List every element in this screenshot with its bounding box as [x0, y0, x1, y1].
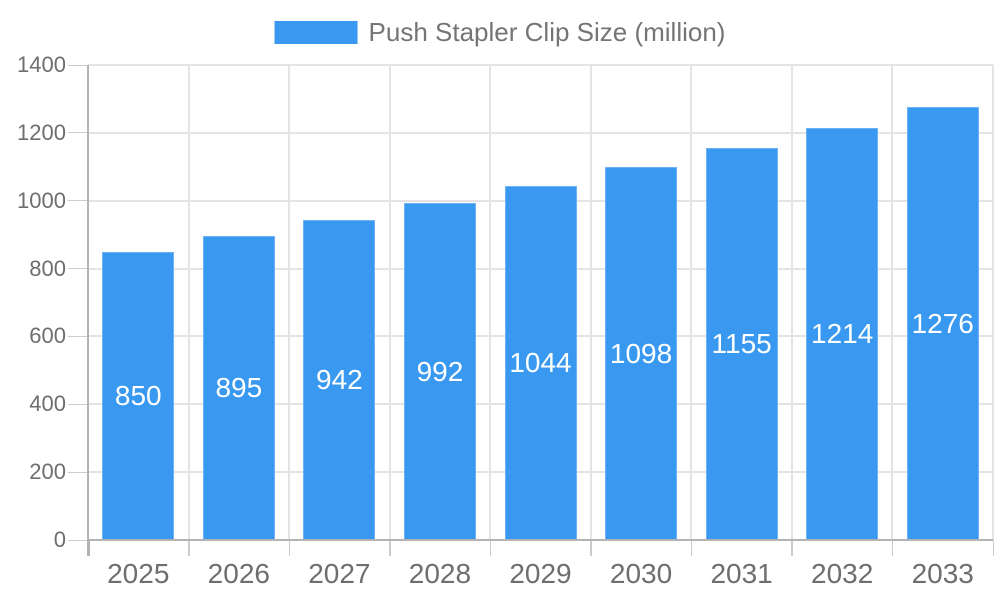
x-axis-tick: [389, 540, 391, 556]
bar[interactable]: 1276: [906, 107, 979, 540]
y-tick-label: 1000: [17, 187, 66, 213]
bar-value-label: 942: [316, 364, 363, 396]
bar-value-label: 1044: [509, 346, 572, 378]
gridline-vertical: [288, 65, 291, 540]
y-tick-label: 600: [29, 323, 66, 349]
y-axis-line: [87, 65, 89, 556]
x-tick-label: 2026: [207, 558, 270, 589]
gridline-vertical: [489, 65, 492, 540]
legend-label: Push Stapler Clip Size (million): [368, 17, 726, 47]
gridline-vertical: [187, 65, 190, 540]
y-tick-label: 0: [53, 527, 66, 552]
x-axis-tick: [188, 540, 190, 556]
x-axis-line: [88, 539, 993, 541]
gridline-vertical: [992, 65, 994, 540]
y-axis-tick: [68, 471, 88, 473]
y-axis-tick: [68, 539, 88, 541]
bar[interactable]: 942: [303, 220, 376, 540]
x-tick-label: 2031: [710, 558, 773, 589]
x-tick-label: 2032: [811, 558, 874, 589]
bar[interactable]: 1214: [806, 128, 879, 540]
x-axis-tick: [590, 540, 592, 556]
bar-value-label: 1155: [711, 328, 772, 360]
gridline-vertical: [690, 65, 693, 540]
gridline-vertical: [891, 65, 894, 540]
bar-value-label: 1098: [609, 337, 673, 369]
y-tick-label: 400: [29, 391, 66, 417]
bar-value-label: 1214: [811, 318, 874, 350]
gridline-horizontal: [88, 64, 993, 66]
x-axis-tick: [992, 540, 994, 556]
bar-value-label: 992: [416, 355, 464, 387]
x-axis-tick: [489, 540, 492, 556]
legend-item[interactable]: Push Stapler Clip Size (million): [274, 17, 726, 47]
x-tick-label: 2030: [609, 558, 673, 589]
bar[interactable]: 992: [403, 203, 476, 540]
y-tick-label: 1200: [17, 119, 66, 145]
x-axis-tick: [791, 540, 793, 556]
y-axis-tick: [68, 64, 88, 66]
x-tick-label: 2027: [308, 558, 371, 589]
bar[interactable]: 1098: [605, 167, 678, 540]
y-tick-label: 1400: [17, 52, 66, 77]
gridline-vertical: [388, 65, 391, 540]
y-axis-tick: [68, 268, 88, 270]
bar[interactable]: 1155: [705, 148, 778, 540]
y-tick-label: 200: [29, 459, 66, 485]
gridline-horizontal: [88, 131, 993, 134]
gridline-vertical: [790, 65, 793, 540]
x-axis-tick: [690, 540, 693, 556]
bar-value-label: 1276: [911, 307, 974, 339]
bar[interactable]: 850: [102, 251, 175, 540]
y-axis-tick: [68, 200, 88, 202]
legend-swatch-icon: [274, 20, 358, 44]
x-tick-label: 2033: [911, 558, 974, 589]
x-tick-label: 2029: [509, 558, 572, 589]
gridline-vertical: [589, 65, 592, 540]
x-tick-label: 2028: [408, 558, 472, 589]
x-tick-label: 2025: [107, 558, 170, 589]
bar[interactable]: 895: [202, 236, 275, 540]
bar[interactable]: 1044: [504, 185, 577, 540]
y-tick-label: 800: [29, 255, 66, 281]
x-axis-tick: [891, 540, 894, 556]
y-axis-tick: [68, 132, 88, 134]
bar-value-label: 850: [114, 379, 162, 411]
y-axis-tick: [68, 403, 88, 405]
bar-value-label: 895: [215, 372, 263, 404]
y-axis-tick: [68, 335, 88, 337]
x-axis-tick: [288, 540, 291, 556]
